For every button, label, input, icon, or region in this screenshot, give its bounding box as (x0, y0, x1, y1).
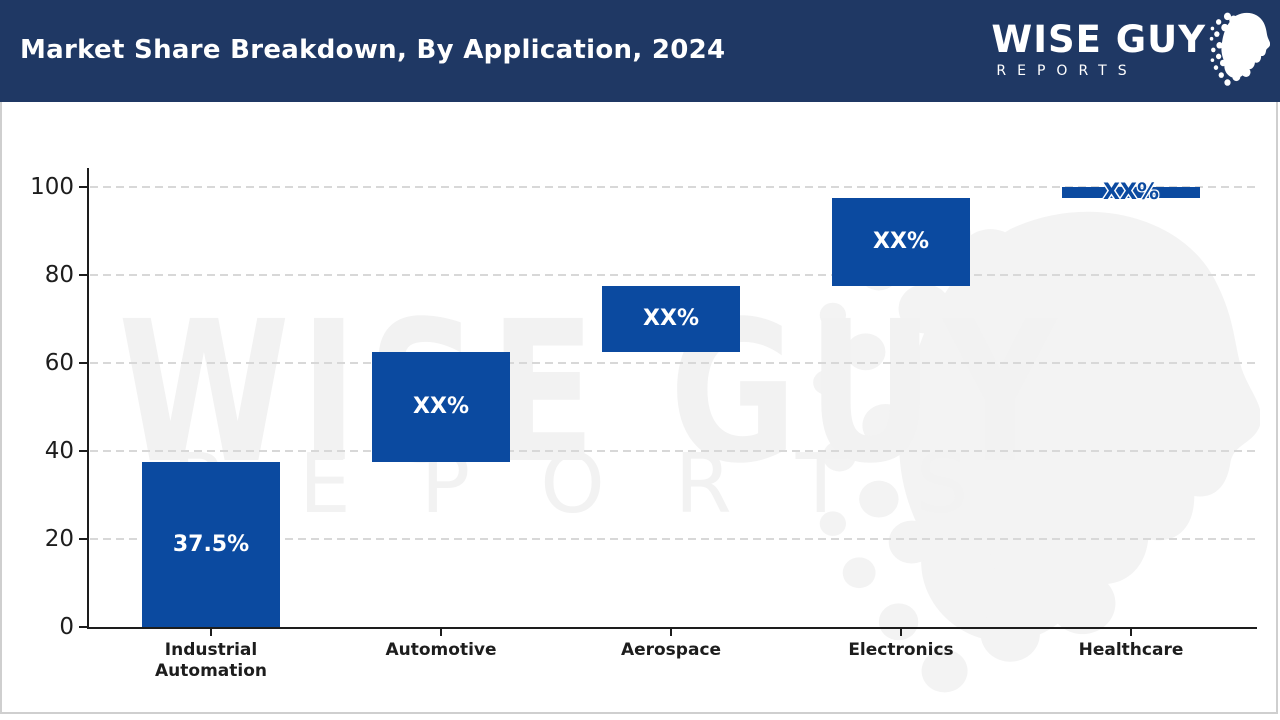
gridline (90, 538, 1256, 540)
logo-face-icon (1209, 12, 1270, 86)
bar-aerospace (602, 286, 740, 352)
header-bar: Market Share Breakdown, By Application, … (0, 0, 1280, 102)
x-tick-label: Industrial Automation (155, 640, 267, 681)
bar-electronics (832, 198, 970, 286)
y-tick (79, 274, 87, 276)
watermark-subtext: REPORTS (172, 437, 1038, 532)
y-tick-label: 80 (44, 262, 74, 288)
y-tick-label: 100 (30, 174, 74, 200)
logo-brand-sub: REPORTS (996, 62, 1138, 79)
x-axis (87, 627, 1257, 629)
bar-value-label: XX% (873, 229, 929, 254)
logo-brand-name: WISE GUY (991, 17, 1206, 61)
y-tick-label: 20 (44, 526, 74, 552)
y-tick (79, 362, 87, 364)
x-tick (1130, 629, 1132, 636)
y-tick (79, 538, 87, 540)
bar-automotive (372, 352, 510, 462)
gridline (90, 450, 1256, 452)
x-tick-label: Healthcare (1078, 640, 1184, 660)
x-tick-label: Aerospace (620, 640, 722, 660)
logo-text-block: WISE GUY REPORTS (991, 17, 1206, 79)
x-tick-label: Electronics (848, 640, 954, 660)
x-tick (440, 629, 442, 636)
y-tick (79, 626, 87, 628)
y-tick-label: 40 (44, 438, 74, 464)
bar-value-label: XX% (643, 306, 699, 331)
bar-healthcare (1062, 187, 1200, 198)
x-tick (210, 629, 212, 636)
bar-value-label: XX% (413, 394, 469, 419)
x-tick (670, 629, 672, 636)
gridline (90, 274, 1256, 276)
y-tick (79, 450, 87, 452)
bar-value-label: XX% (1103, 179, 1159, 205)
chart-frame-border (0, 102, 1278, 714)
x-tick-label: Automotive (385, 640, 497, 660)
watermark-face-icon (813, 210, 1260, 693)
x-tick (900, 629, 902, 636)
bar-value-label: 37.5% (172, 531, 250, 557)
gridline (90, 362, 1256, 364)
y-tick-label: 60 (44, 350, 74, 376)
bar-industrial-automation (142, 462, 280, 627)
gridline (90, 186, 1256, 188)
y-tick-label: 0 (59, 614, 74, 640)
chart-title: Market Share Breakdown, By Application, … (20, 35, 726, 65)
y-tick (79, 186, 87, 188)
wise-guy-logo: WISE GUY REPORTS (991, 8, 1270, 90)
y-axis (87, 168, 89, 629)
